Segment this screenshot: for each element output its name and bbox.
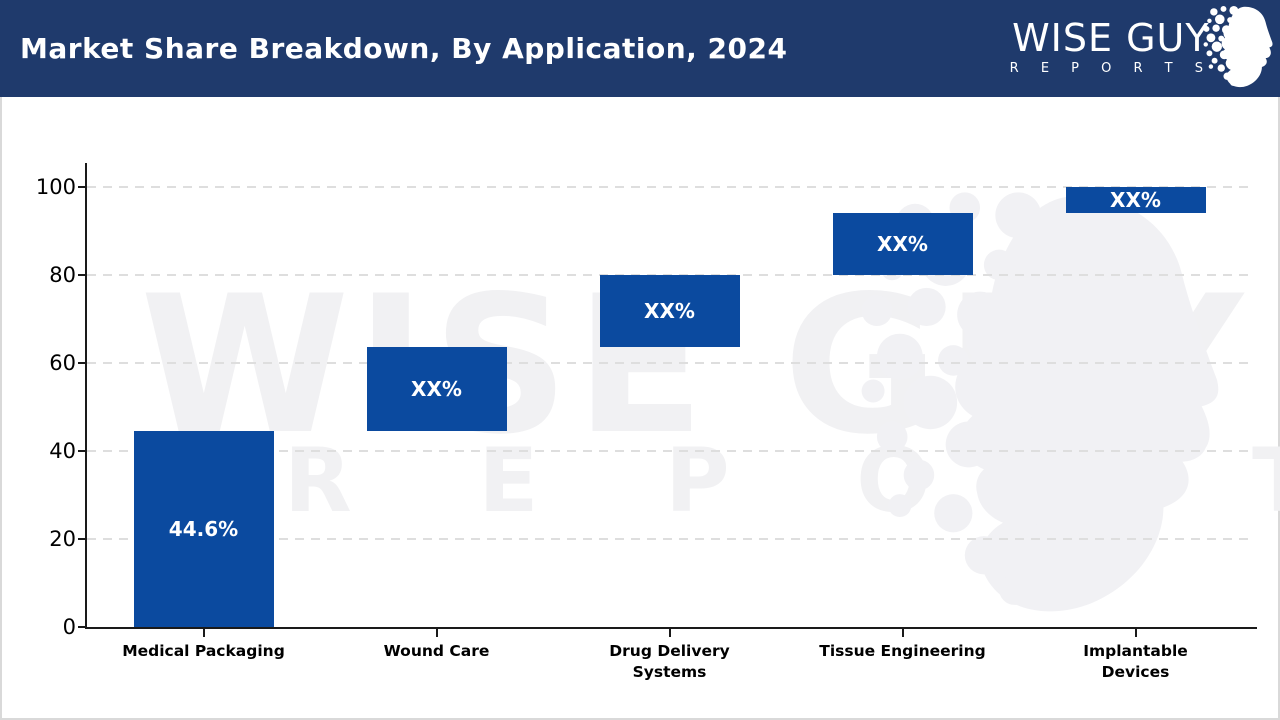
- y-tick-mark: [78, 362, 86, 364]
- x-tick-mark: [435, 629, 438, 637]
- logo-subtitle: R E P O R T S: [1009, 61, 1212, 76]
- gridline-y-60: [87, 362, 1252, 364]
- x-tick-mark: [668, 629, 671, 637]
- plot-area: WISE GUY R E P O R T S 020406080100Medic…: [0, 97, 1280, 720]
- y-tick-mark: [78, 538, 86, 540]
- gridline-y-20: [87, 538, 1252, 540]
- y-tick-label: 100: [35, 175, 76, 199]
- bar-value-label: XX%: [1110, 188, 1161, 213]
- wiseguy-head-icon: [1203, 6, 1273, 88]
- bar-value-label: 44.6%: [168, 516, 239, 541]
- y-tick-label: 60: [49, 351, 76, 375]
- x-tick-mark: [901, 629, 904, 637]
- y-tick-mark: [78, 450, 86, 452]
- y-tick-label: 20: [49, 527, 76, 551]
- bar-value-label: XX%: [411, 376, 462, 401]
- bar-value-label: XX%: [644, 299, 695, 324]
- bar-segment: [599, 275, 740, 348]
- page-title: Market Share Breakdown, By Application, …: [20, 32, 788, 65]
- x-axis-spine: [85, 627, 1257, 629]
- header-bar: Market Share Breakdown, By Application, …: [0, 0, 1280, 97]
- y-tick-label: 40: [49, 439, 76, 463]
- bar-segment: [133, 430, 274, 627]
- x-tick-mark: [1134, 629, 1137, 637]
- bar-segment: [366, 347, 507, 431]
- y-axis-spine: [85, 163, 87, 629]
- logo-wordmark: WISE GUY: [1012, 16, 1210, 60]
- gridline-y-100: [87, 186, 1252, 188]
- wiseguy-logo: WISE GUY R E P O R T S: [1010, 4, 1273, 94]
- y-tick-mark: [78, 186, 86, 188]
- bar-segment: [832, 213, 973, 275]
- gridline-y-40: [87, 450, 1252, 452]
- x-category-label: Drug Delivery Systems: [609, 642, 730, 681]
- x-category-label: Medical Packaging: [122, 642, 285, 660]
- x-category-label: Tissue Engineering: [819, 642, 986, 660]
- x-category-label: Wound Care: [383, 642, 490, 660]
- bar-value-label: XX%: [877, 232, 928, 257]
- y-tick-mark: [78, 626, 86, 628]
- y-tick-mark: [78, 274, 86, 276]
- x-category-label: Implantable Devices: [1083, 642, 1188, 681]
- y-tick-label: 0: [62, 615, 76, 639]
- bar-segment: [1065, 187, 1206, 214]
- y-tick-label: 80: [49, 263, 76, 287]
- logo-text: WISE GUY R E P O R T S: [1010, 18, 1212, 76]
- x-tick-mark: [202, 629, 205, 637]
